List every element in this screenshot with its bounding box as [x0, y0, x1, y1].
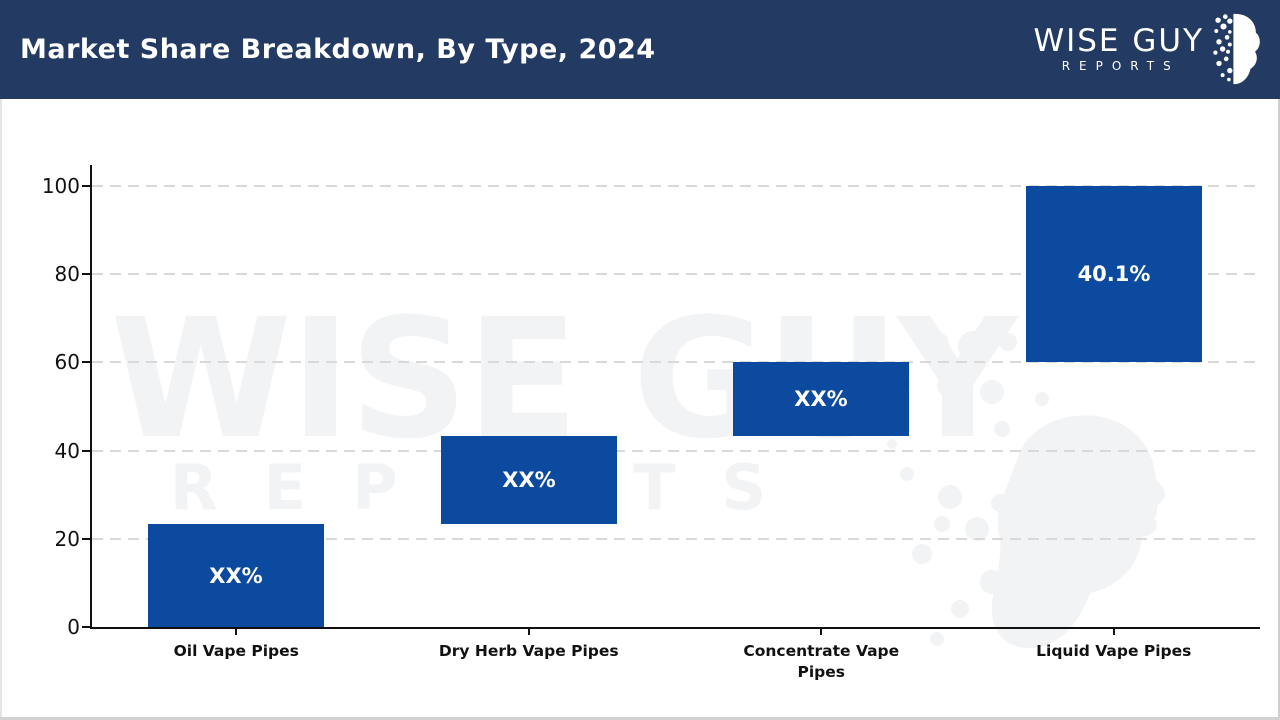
y-tick-80: [82, 273, 90, 276]
bar-value-label-1: XX%: [209, 563, 263, 588]
y-tick-0: [82, 626, 90, 628]
brand-wordmark: WISE GUY: [1033, 22, 1204, 59]
x-tick-1: [235, 629, 238, 635]
gridline-40: [92, 449, 1260, 452]
brand-face-icon: [1213, 13, 1260, 85]
x-category-label-4: Liquid Vape Pipes: [1036, 642, 1192, 660]
y-tick-label-100: 100: [41, 174, 80, 198]
bar-value-label-3: XX%: [794, 386, 848, 411]
x-tick-4: [1112, 629, 1115, 635]
y-tick-20: [82, 537, 90, 540]
x-category-label-1: Oil Vape Pipes: [173, 642, 299, 660]
bar-3: XX%: [733, 362, 909, 436]
y-tick-label-20: 20: [54, 526, 80, 551]
x-tick-3: [820, 629, 823, 635]
y-tick-label-60: 60: [54, 350, 80, 375]
y-tick-100: [82, 185, 90, 187]
plot: 0 20 40 60 80 100 XX% Oil Vape Pipes XX% Dry Herb…: [2, 99, 1278, 717]
y-axis-line: [90, 165, 92, 629]
y-tick-label-40: 40: [54, 438, 80, 463]
header: Market Share Breakdown, By Type, 2024 WI…: [0, 0, 1280, 99]
bar-4: 40.1%: [1026, 185, 1202, 363]
page-title: Market Share Breakdown, By Type, 2024: [20, 34, 656, 65]
y-tick-40: [82, 449, 90, 452]
gridline-20: [92, 537, 1260, 540]
y-tick-60: [82, 361, 90, 364]
brand-subtitle: REPORTS: [1061, 59, 1180, 74]
brand-logo: WISE GUY REPORTS: [1033, 10, 1264, 88]
bar-1: XX%: [148, 524, 324, 627]
x-axis-line: [90, 627, 1260, 629]
x-category-label-2: Dry Herb Vape Pipes: [438, 642, 619, 660]
x-category-label-3: Concentrate Vape Pipes: [743, 642, 900, 681]
bar-value-label-4: 40.1%: [1077, 261, 1151, 286]
bar-value-label-2: XX%: [502, 467, 556, 492]
x-tick-2: [527, 629, 530, 635]
gridline-80: [92, 273, 1260, 276]
brand-logo-text: WISE GUY REPORTS: [1033, 25, 1204, 74]
bar-2: XX%: [441, 435, 617, 525]
y-tick-label-0: 0: [67, 615, 80, 639]
gridline-60: [92, 361, 1260, 364]
y-tick-label-80: 80: [54, 262, 80, 287]
gridline-100: [92, 185, 1260, 187]
